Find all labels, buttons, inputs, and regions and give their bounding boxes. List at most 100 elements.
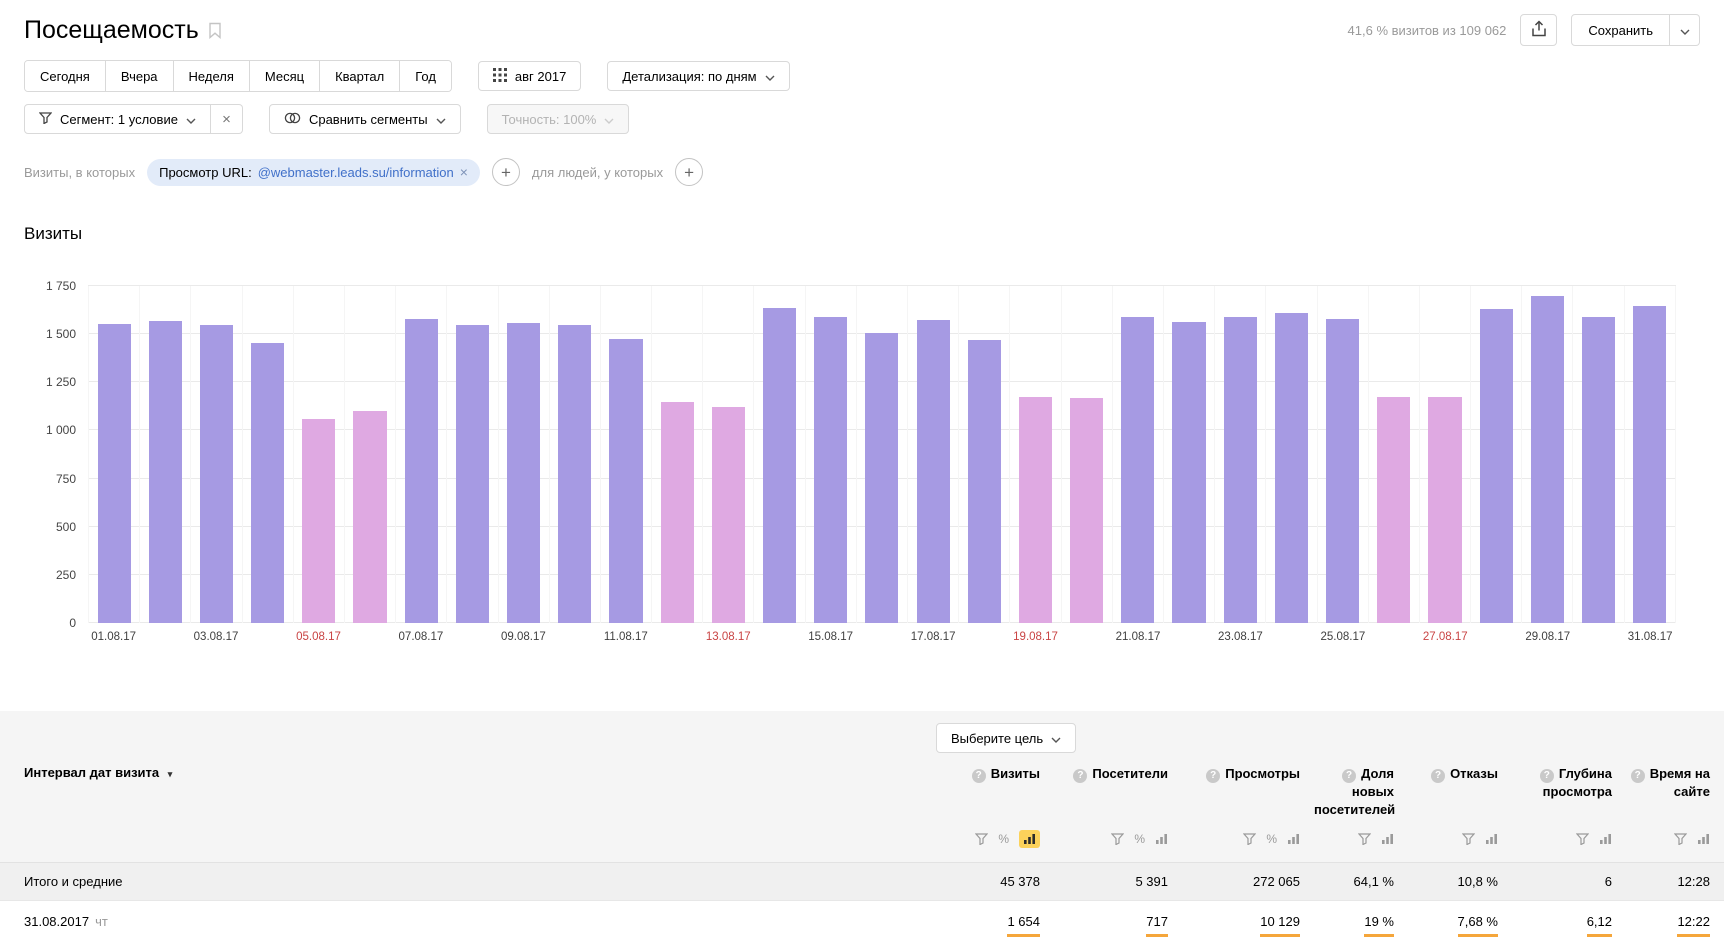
period-button[interactable]: Год bbox=[400, 61, 451, 91]
percent-tool-icon[interactable]: % bbox=[1266, 831, 1277, 846]
chart-bar[interactable] bbox=[507, 322, 541, 623]
chart-bar[interactable] bbox=[1223, 316, 1257, 623]
percent-tool-icon[interactable]: % bbox=[998, 831, 1009, 846]
filter-tool-icon[interactable] bbox=[1674, 832, 1687, 845]
chart-tool-icon[interactable] bbox=[1155, 833, 1168, 845]
x-tick-cell bbox=[139, 631, 190, 643]
chart-bar[interactable] bbox=[1428, 396, 1462, 623]
chart-bar[interactable] bbox=[916, 319, 950, 623]
date-interval-dropdown[interactable]: Интервал дат визита ▾ bbox=[0, 765, 936, 780]
row-value: 12:22 bbox=[1677, 914, 1710, 937]
period-button[interactable]: Неделя bbox=[173, 61, 250, 91]
help-icon[interactable]: ? bbox=[1342, 769, 1357, 783]
chart-bar[interactable] bbox=[404, 318, 438, 623]
chart-bar[interactable] bbox=[762, 308, 797, 623]
x-tick-cell: 07.08.17 bbox=[395, 631, 446, 643]
filter-tool-icon[interactable] bbox=[1358, 832, 1371, 845]
chart-bar[interactable] bbox=[97, 323, 131, 623]
calendar-button[interactable]: авг 2017 bbox=[477, 61, 582, 91]
chart-bar[interactable] bbox=[251, 342, 285, 623]
y-tick-label: 250 bbox=[55, 567, 76, 582]
url-filter-chip[interactable]: Просмотр URL: @webmaster.leads.su/inform… bbox=[147, 158, 480, 186]
chart-bar[interactable] bbox=[967, 339, 1001, 623]
chart-bar[interactable] bbox=[455, 325, 489, 623]
save-button[interactable]: Сохранить bbox=[1571, 14, 1670, 46]
bookmark-icon[interactable] bbox=[209, 22, 221, 39]
compare-segments-dropdown[interactable]: Сравнить сегменты bbox=[268, 104, 461, 134]
chart-bar[interactable] bbox=[1172, 321, 1206, 623]
period-button[interactable]: Месяц bbox=[249, 61, 321, 91]
chart-bar[interactable] bbox=[353, 411, 387, 623]
chart-tool-icon[interactable] bbox=[1485, 833, 1498, 845]
column-header-label[interactable]: Просмотры bbox=[1225, 766, 1300, 781]
row-value-cell: 6,12 bbox=[1512, 901, 1626, 950]
totals-value: 12:28 bbox=[1677, 873, 1710, 889]
chart-bar[interactable] bbox=[1479, 309, 1513, 623]
help-icon[interactable]: ? bbox=[1431, 769, 1446, 783]
add-visit-condition-button[interactable]: + bbox=[491, 158, 520, 186]
chart-tool-icon[interactable] bbox=[1697, 833, 1710, 845]
chart-bar[interactable] bbox=[302, 418, 336, 623]
select-goal-dropdown[interactable]: Выберите цель bbox=[936, 723, 1077, 753]
column-header-label[interactable]: Посетители bbox=[1092, 766, 1168, 781]
column-header-label[interactable]: Доля новых посетителей bbox=[1314, 766, 1396, 818]
help-icon[interactable]: ? bbox=[971, 769, 986, 783]
chart-bar[interactable] bbox=[1633, 306, 1667, 623]
help-icon[interactable]: ? bbox=[1539, 769, 1554, 783]
filter-tool-icon[interactable] bbox=[1111, 832, 1125, 845]
chart-bar[interactable] bbox=[660, 401, 694, 623]
chart-plot bbox=[88, 285, 1676, 623]
chart-tool-icon[interactable] bbox=[1381, 833, 1394, 845]
column-header-label[interactable]: Визиты bbox=[990, 766, 1040, 781]
export-button[interactable] bbox=[1520, 14, 1558, 46]
help-icon[interactable]: ? bbox=[1630, 769, 1645, 783]
help-icon[interactable]: ? bbox=[1073, 769, 1088, 783]
chip-value[interactable]: @webmaster.leads.su/information bbox=[257, 164, 454, 180]
sort-caret-icon: ▾ bbox=[167, 769, 173, 779]
period-button[interactable]: Квартал bbox=[320, 61, 401, 91]
chart-bar[interactable] bbox=[814, 316, 848, 623]
period-button[interactable]: Вчера bbox=[105, 61, 174, 91]
filter-tool-icon[interactable] bbox=[975, 832, 989, 845]
chart-tool-icon[interactable] bbox=[1599, 833, 1612, 845]
column-header-label[interactable]: Время на сайте bbox=[1649, 766, 1710, 800]
chart-bar[interactable] bbox=[1377, 396, 1411, 623]
chart-tool-icon[interactable] bbox=[1287, 833, 1300, 845]
chart-bar[interactable] bbox=[1274, 312, 1308, 623]
y-tick-label: 1 750 bbox=[45, 279, 76, 293]
help-icon[interactable]: ? bbox=[1206, 769, 1221, 783]
chart-bar[interactable] bbox=[148, 320, 182, 623]
column-header-label[interactable]: Глубина просмотра bbox=[1542, 766, 1612, 800]
column-header-label[interactable]: Отказы bbox=[1450, 766, 1498, 781]
percent-tool-icon[interactable]: % bbox=[1134, 831, 1145, 846]
chart-bar[interactable] bbox=[609, 338, 643, 623]
filter-tool-icon[interactable] bbox=[1462, 832, 1475, 845]
x-tick-label: 11.08.17 bbox=[603, 631, 648, 643]
chart-bar[interactable] bbox=[1070, 397, 1104, 623]
bars bbox=[88, 286, 1676, 623]
filter-tool-icon[interactable] bbox=[1243, 832, 1257, 845]
detail-dropdown[interactable]: Детализация: по дням bbox=[607, 61, 790, 91]
accuracy-label: Точность: 100% bbox=[501, 111, 597, 127]
chart-bar[interactable] bbox=[1326, 318, 1360, 623]
chart-bar[interactable] bbox=[1530, 295, 1564, 623]
chart-tool-icon[interactable] bbox=[1019, 829, 1040, 848]
add-people-condition-button[interactable]: + bbox=[675, 158, 704, 186]
chart-bar[interactable] bbox=[199, 325, 234, 623]
accuracy-dropdown[interactable]: Точность: 100% bbox=[486, 104, 630, 134]
chart-bar[interactable] bbox=[865, 333, 899, 623]
chart-bar[interactable] bbox=[711, 407, 745, 623]
save-dropdown-button[interactable] bbox=[1670, 14, 1700, 46]
period-button[interactable]: Сегодня bbox=[25, 61, 106, 91]
row-value-cell: 1 654 bbox=[936, 901, 1054, 950]
chart-bar[interactable] bbox=[1581, 316, 1616, 623]
chart-bar[interactable] bbox=[558, 324, 592, 623]
row-value: 717 bbox=[1146, 914, 1168, 937]
chart-bar[interactable] bbox=[1018, 396, 1053, 623]
chart-bar[interactable] bbox=[1121, 316, 1155, 623]
segment-clear-button[interactable]: × bbox=[210, 104, 243, 134]
segment-dropdown[interactable]: Сегмент: 1 условие bbox=[24, 104, 211, 134]
chip-remove-icon[interactable]: × bbox=[459, 164, 468, 180]
filter-tool-icon[interactable] bbox=[1576, 832, 1589, 845]
x-axis-spacer bbox=[24, 631, 88, 643]
